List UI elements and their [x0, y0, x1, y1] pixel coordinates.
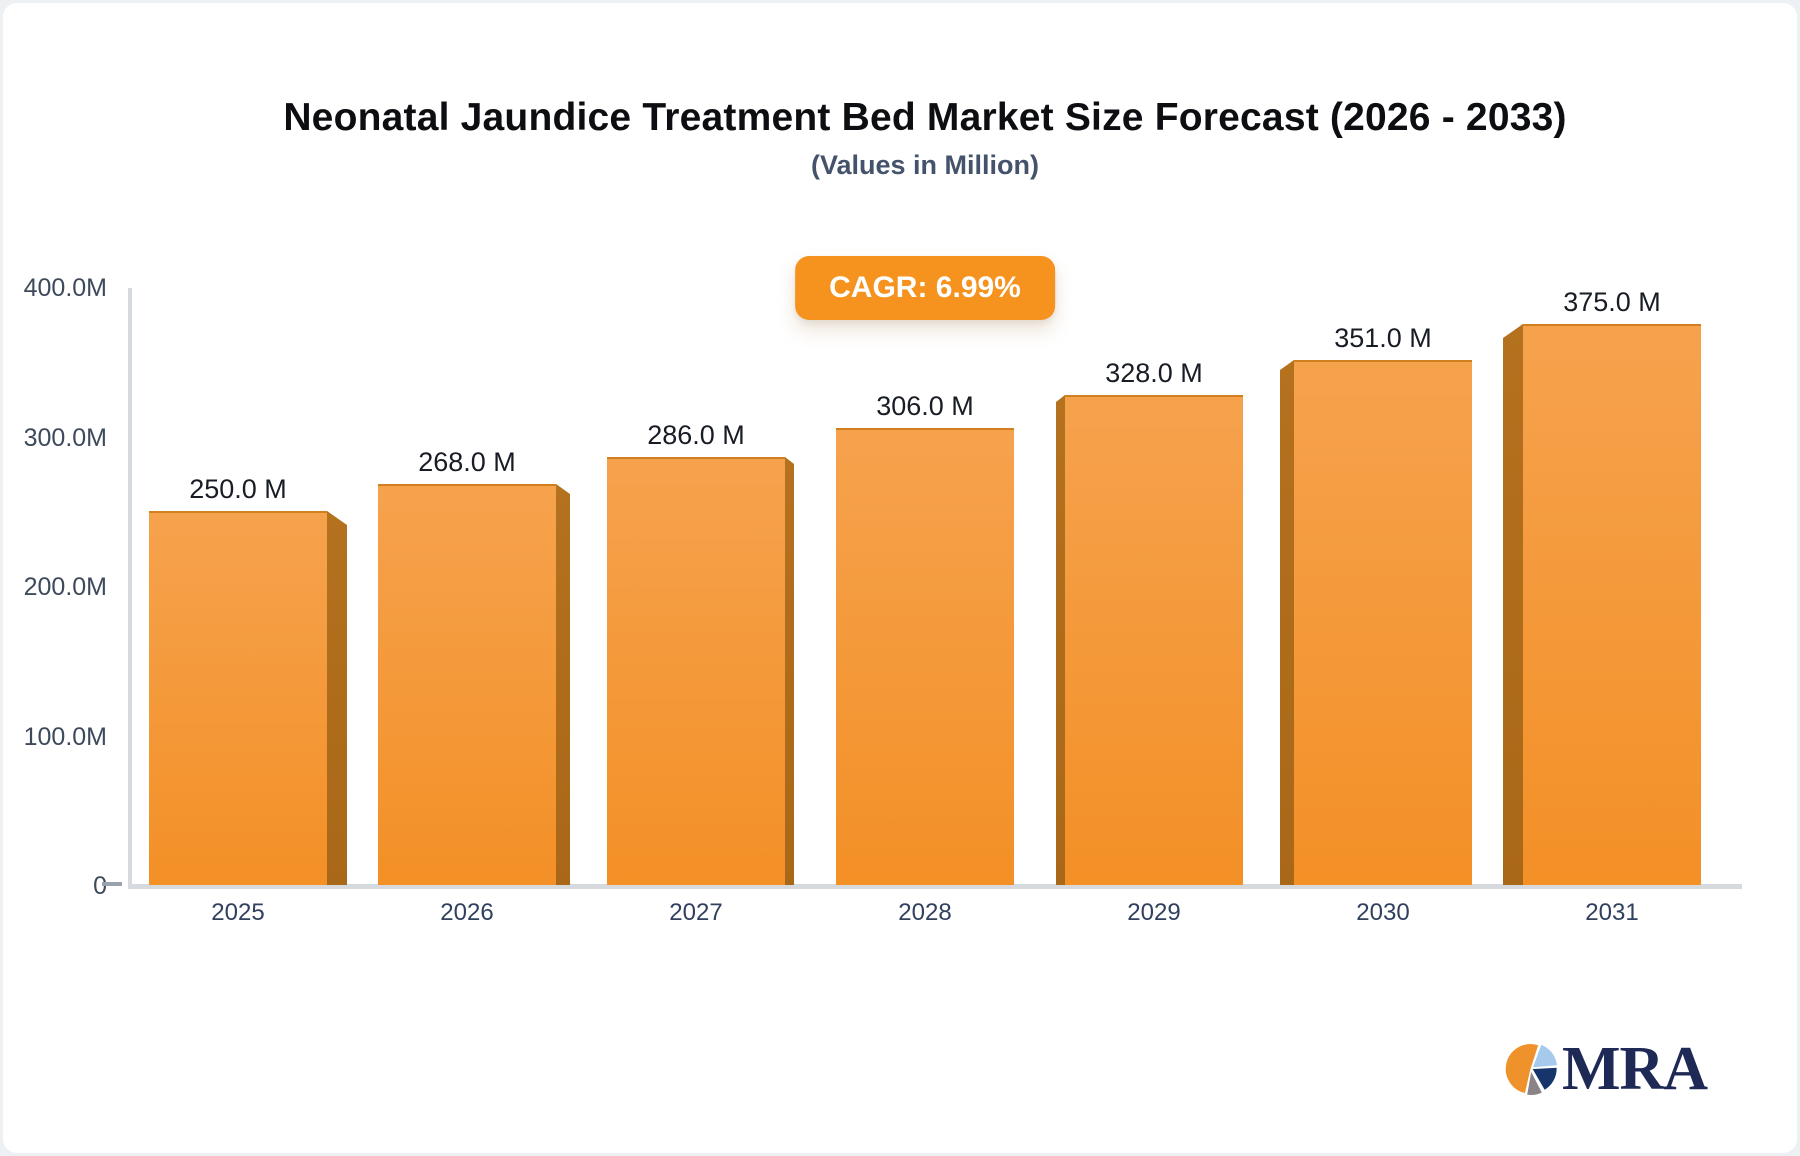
x-axis-label-2026: 2026 [440, 899, 494, 926]
bar-2031 [1523, 324, 1701, 885]
bar-2028 [836, 428, 1014, 885]
pie-chart-icon [1504, 1043, 1558, 1096]
bar-value-label-2026: 268.0 M [418, 447, 516, 477]
bar-value-label-2029: 328.0 M [1105, 358, 1203, 388]
y-axis-line [128, 288, 132, 888]
x-axis-label-2028: 2028 [898, 899, 952, 926]
bar-side-2027 [785, 457, 794, 885]
x-axis-label-2031: 2031 [1585, 899, 1639, 926]
bar-value-label-2030: 351.0 M [1334, 323, 1432, 353]
bar-value-label-2028: 306.0 M [876, 391, 974, 421]
bar-side-2026 [556, 484, 570, 885]
page-subtitle: (Values in Million) [810, 150, 1040, 180]
y-axis-tick-label: 100.0M [23, 722, 107, 751]
x-axis-label-2030: 2030 [1356, 899, 1410, 926]
bar-2025 [149, 511, 327, 885]
x-axis-label-2025: 2025 [211, 899, 265, 926]
bar-side-2031 [1503, 324, 1523, 885]
x-axis-line [128, 884, 1742, 889]
page-title: Neonatal Jaundice Treatment Bed Market S… [283, 96, 1567, 139]
x-axis-label-2027: 2027 [669, 899, 723, 926]
y-axis-tick-label: 0 [93, 872, 107, 900]
bar-2030 [1294, 360, 1472, 885]
y-axis-tick-label: 300.0M [23, 423, 107, 452]
mra-logo: MRA [1504, 1035, 1708, 1103]
bar-side-2029 [1056, 395, 1065, 885]
mra-logo-text: MRA [1562, 1035, 1708, 1103]
y-axis-tick-label: 200.0M [23, 573, 107, 601]
bar-2029 [1065, 395, 1243, 885]
bar-side-2025 [327, 511, 347, 885]
bar-side-2030 [1280, 360, 1294, 885]
zero-tick-mark [102, 882, 122, 886]
bar-value-label-2031: 375.0 M [1563, 287, 1661, 317]
cagr-badge: CAGR: 6.99% [795, 256, 1055, 320]
bar-value-label-2027: 286.0 M [647, 420, 745, 450]
bar-2026 [378, 484, 556, 885]
bar-value-label-2025: 250.0 M [189, 474, 287, 504]
bar-2027 [607, 457, 785, 885]
x-axis-label-2029: 2029 [1127, 899, 1181, 926]
y-axis-tick-label: 400.0M [23, 274, 107, 302]
